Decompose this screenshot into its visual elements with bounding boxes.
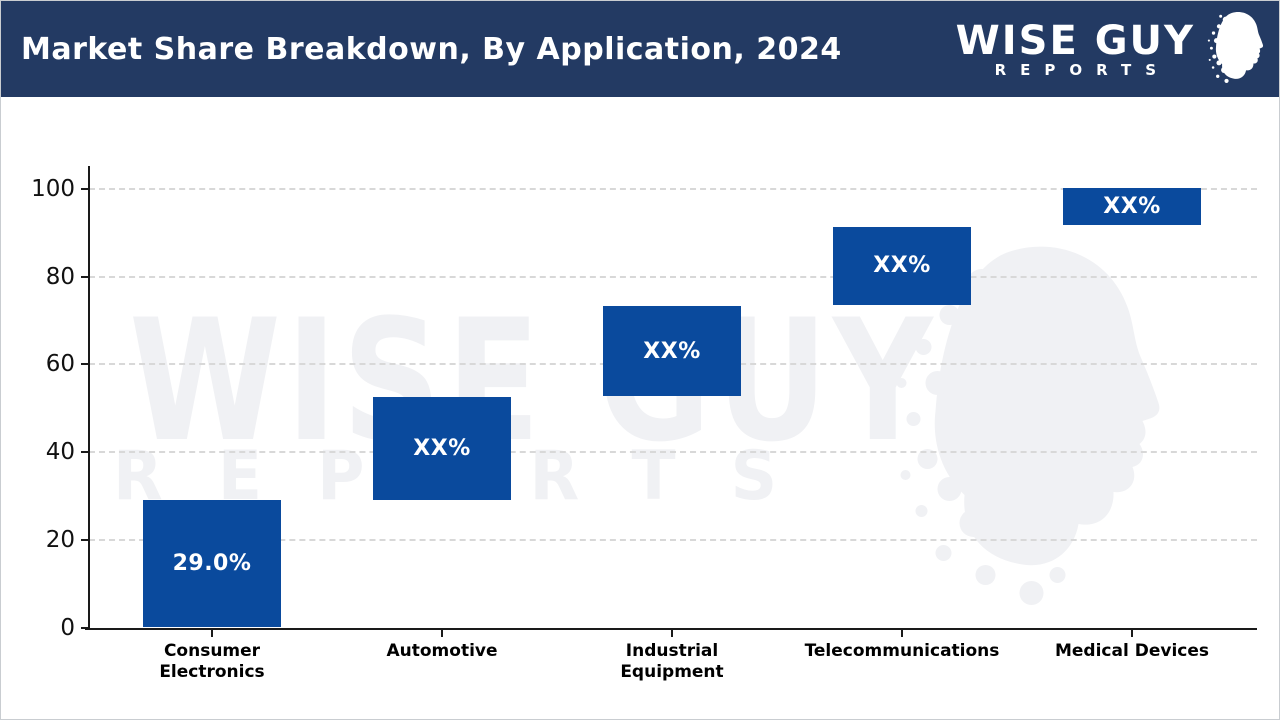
y-tick-100 [81,187,89,190]
x-tick-telecommunications [901,629,903,637]
bar-value-label-medical-devices: XX% [1103,194,1161,220]
bar-industrial-equipment: XX% [603,305,741,397]
page-title: Market Share Breakdown, By Application, … [21,31,842,67]
category-label-line: Automotive [386,641,498,661]
x-axis [85,627,1257,630]
x-tick-automotive [441,629,443,637]
category-label-line: Telecommunications [804,641,1000,661]
category-label-line: Industrial [625,641,719,661]
gridline-40 [89,451,1257,454]
bar-telecommunications: XX% [833,226,971,306]
category-label-line: Electronics [159,662,265,682]
category-label-telecommunications: Telecommunications [787,641,1017,662]
y-tick-label-80: 80 [45,263,75,290]
y-tick-label-60: 60 [45,351,75,378]
x-tick-consumer-electronics [211,629,213,637]
y-tick-label-0: 0 [60,614,75,641]
y-tick-label-20: 20 [45,526,75,553]
wise-guy-reports-logo: WISE GUY REPORTS [956,7,1279,91]
category-label-medical-devices: Medical Devices [1017,641,1247,662]
y-tick-label-40: 40 [45,439,75,466]
category-label-automotive: Automotive [327,641,557,662]
gridline-20 [89,538,1257,541]
head-silhouette-logo-icon [1207,11,1264,84]
y-tick-20 [81,538,89,541]
category-label-industrial-equipment: Industrial Equipment [557,641,787,683]
y-axis [88,166,90,630]
bar-value-label-consumer-electronics: 29.0% [172,551,252,577]
bar-value-label-automotive: XX% [413,436,471,462]
x-tick-medical-devices [1131,629,1133,637]
y-tick-label-100: 100 [31,175,75,202]
y-tick-80 [81,275,89,278]
category-label-line: Medical Devices [1054,641,1209,661]
logo-text: WISE GUY REPORTS [956,20,1195,79]
category-label-line: Equipment [620,662,724,682]
bar-value-label-telecommunications: XX% [873,253,931,279]
y-tick-40 [81,451,89,454]
y-tick-60 [81,363,89,366]
category-label-consumer-electronics: Consumer Electronics [97,641,327,683]
gridline-100 [89,187,1257,190]
bar-automotive: XX% [373,397,511,501]
header-band: Market Share Breakdown, By Application, … [1,1,1279,97]
logo-reports-label: REPORTS [994,60,1171,79]
category-label-line: Consumer [163,641,261,661]
gridline-80 [89,275,1257,278]
bar-value-label-industrial-equipment: XX% [643,338,701,364]
logo-wiseguy-label: WISE GUY [955,17,1195,64]
bar-consumer-electronics: 29.0% [143,500,281,628]
bar-medical-devices: XX% [1063,187,1201,226]
x-tick-industrial-equipment [671,629,673,637]
